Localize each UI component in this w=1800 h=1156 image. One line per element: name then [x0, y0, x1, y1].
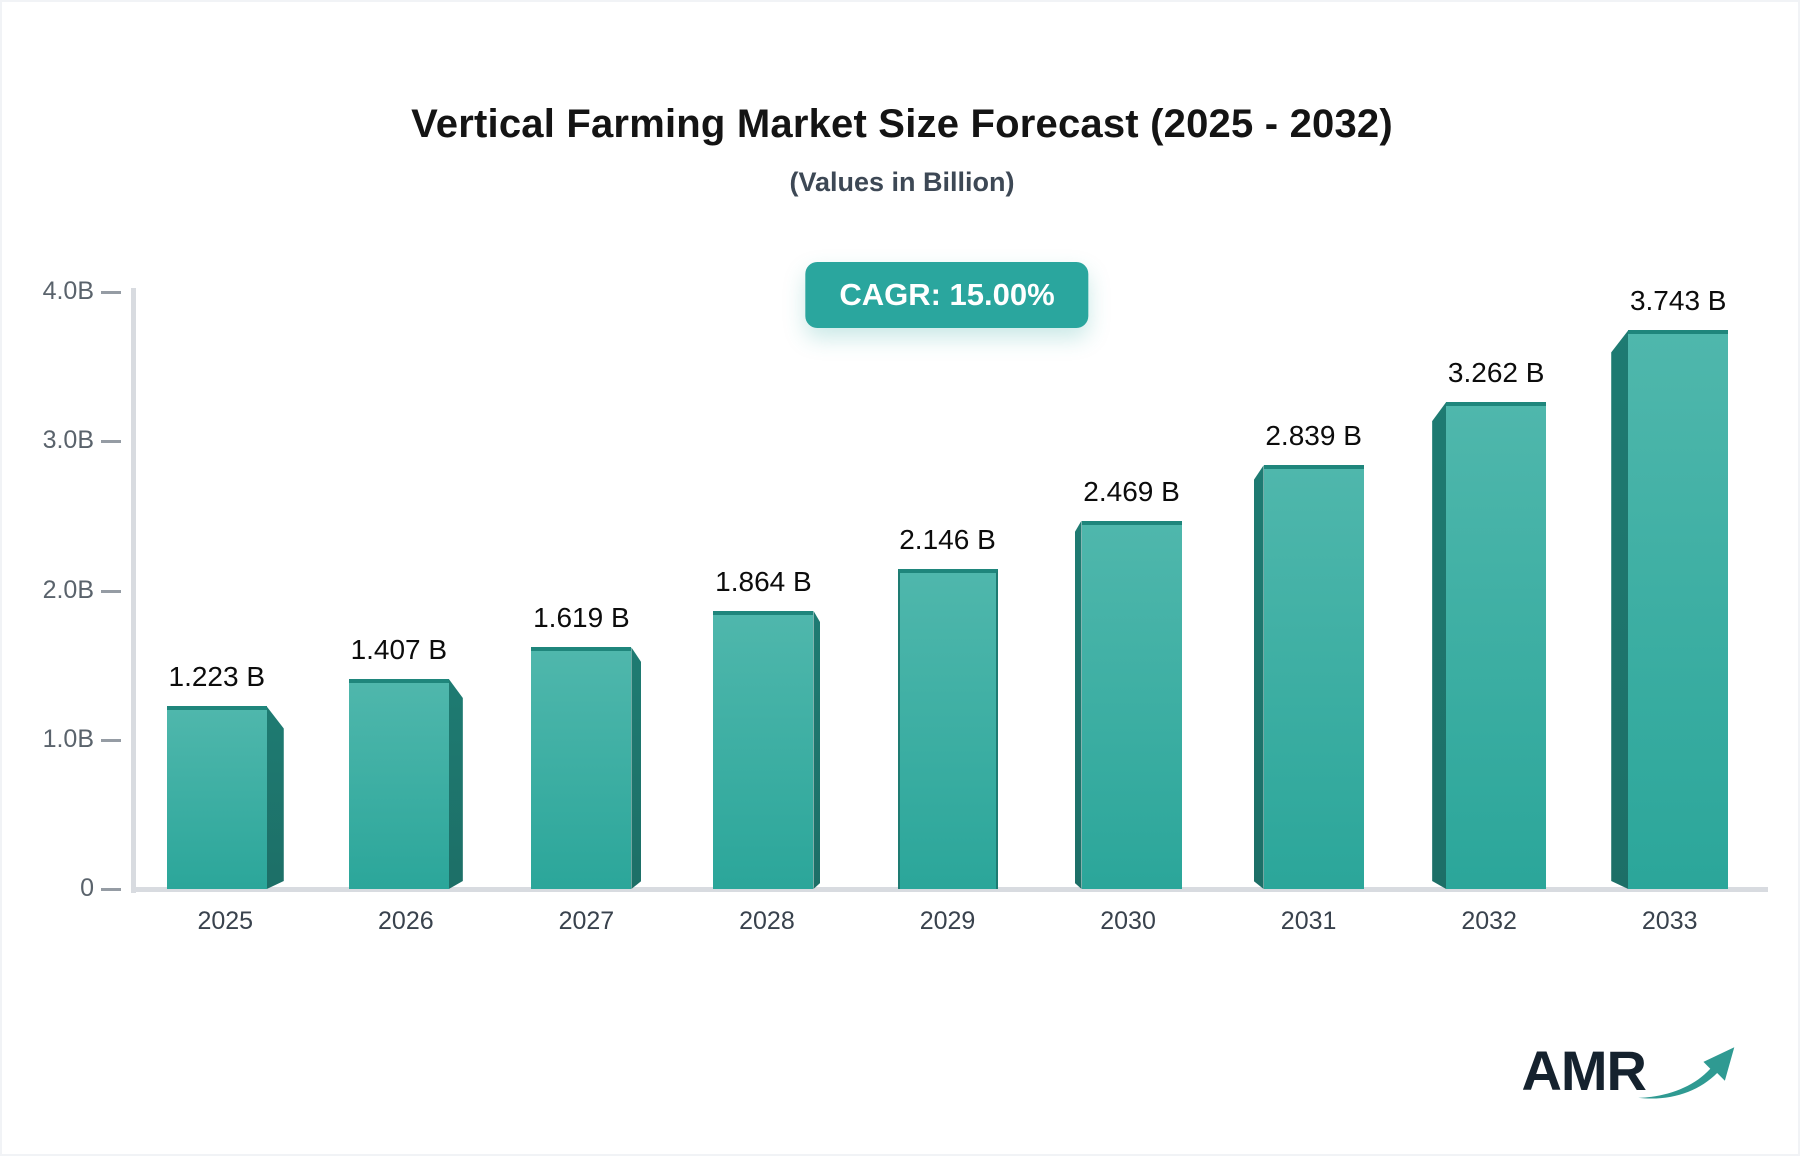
- bar: [1263, 465, 1364, 889]
- bar-value-label: 2.469 B: [1083, 475, 1180, 507]
- chart-subtitle: (Values in Billion): [789, 167, 1015, 197]
- x-axis-category-label: 2027: [558, 907, 615, 935]
- bar-3d-side: [267, 706, 284, 889]
- bar: [166, 706, 267, 889]
- x-axis-category-label: 2029: [919, 907, 976, 935]
- bar: [713, 610, 814, 889]
- x-axis-category-label: 2031: [1280, 907, 1337, 935]
- y-axis-tick-mark: [101, 589, 121, 593]
- brand-logo-text: AMR: [1521, 1039, 1647, 1102]
- brand-logo: AMR: [1521, 1043, 1740, 1099]
- y-axis-tick-mark: [101, 440, 121, 444]
- growth-arrow-icon: [1638, 1047, 1735, 1099]
- x-axis-category-label: 2025: [197, 907, 254, 935]
- bar: [348, 679, 449, 889]
- bar-value-label: 1.223 B: [168, 661, 266, 693]
- y-axis-line: [131, 288, 136, 893]
- bar: [1446, 402, 1547, 889]
- x-axis-category-label: 2030: [1100, 907, 1156, 935]
- bar-3d-side: [631, 647, 641, 889]
- bar-value-label: 3.743 B: [1629, 285, 1727, 317]
- x-axis-category-label: 2028: [739, 907, 795, 935]
- chart-title: Vertical Farming Market Size Forecast (2…: [411, 102, 1393, 146]
- y-axis-tick-mark: [101, 291, 121, 294]
- bar: [531, 647, 632, 889]
- bar-3d-side: [1432, 402, 1446, 889]
- x-axis-category-label: 2026: [378, 907, 434, 935]
- bar-3d-side: [1075, 521, 1082, 889]
- bar-3d-side: [449, 679, 463, 889]
- bar-3d-side: [813, 611, 820, 889]
- bar: [1628, 330, 1729, 889]
- cagr-badge: CAGR: 15.00%: [805, 262, 1089, 328]
- bar-value-label: 1.619 B: [533, 602, 630, 634]
- y-axis-tick-label: 1.0B: [42, 724, 94, 753]
- bar-value-label: 1.864 B: [715, 565, 812, 597]
- bar-value-label: 2.839 B: [1265, 420, 1362, 452]
- bar-3d-side: [1611, 330, 1628, 889]
- y-axis-tick-mark: [101, 738, 121, 742]
- y-axis-tick-label: 4.0B: [42, 277, 94, 305]
- bar-value-label: 3.262 B: [1447, 357, 1545, 389]
- bar: [897, 568, 998, 889]
- bar-value-label: 2.146 B: [899, 523, 996, 555]
- y-axis-tick-label: 0: [80, 874, 94, 902]
- y-axis-tick-mark: [101, 888, 121, 891]
- bar-value-label: 1.407 B: [350, 634, 448, 665]
- bar-3d-side: [1254, 465, 1264, 889]
- y-axis-tick-label: 3.0B: [42, 426, 94, 455]
- x-axis-category-label: 2033: [1641, 907, 1698, 935]
- x-axis-line: [131, 887, 1768, 892]
- x-axis-category-label: 2032: [1461, 907, 1517, 935]
- y-axis-tick-label: 2.0B: [42, 575, 94, 604]
- bar: [1081, 520, 1182, 889]
